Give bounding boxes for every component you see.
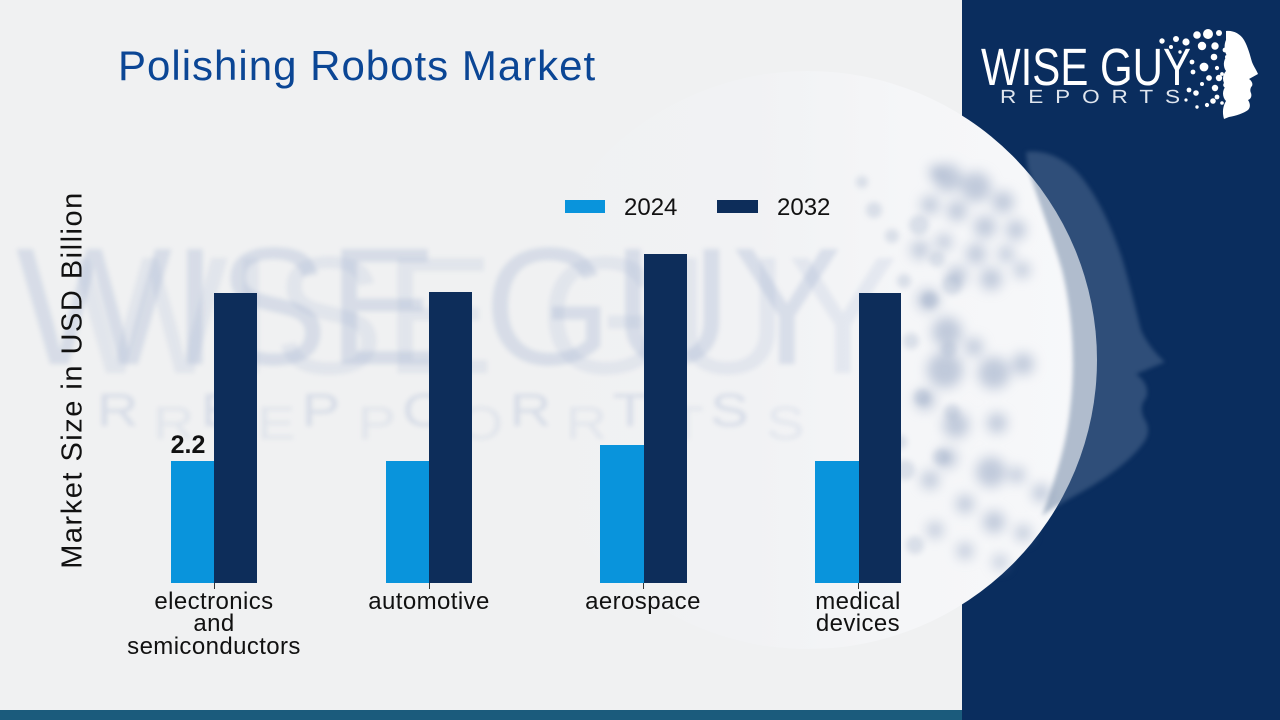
svg-text:REPORTS: REPORTS: [1000, 87, 1192, 108]
svg-text:WISE GUY: WISE GUY: [72, 223, 898, 409]
svg-text:REPORTS: REPORTS: [153, 397, 867, 449]
svg-text:WISE GUY: WISE GUY: [981, 38, 1191, 97]
